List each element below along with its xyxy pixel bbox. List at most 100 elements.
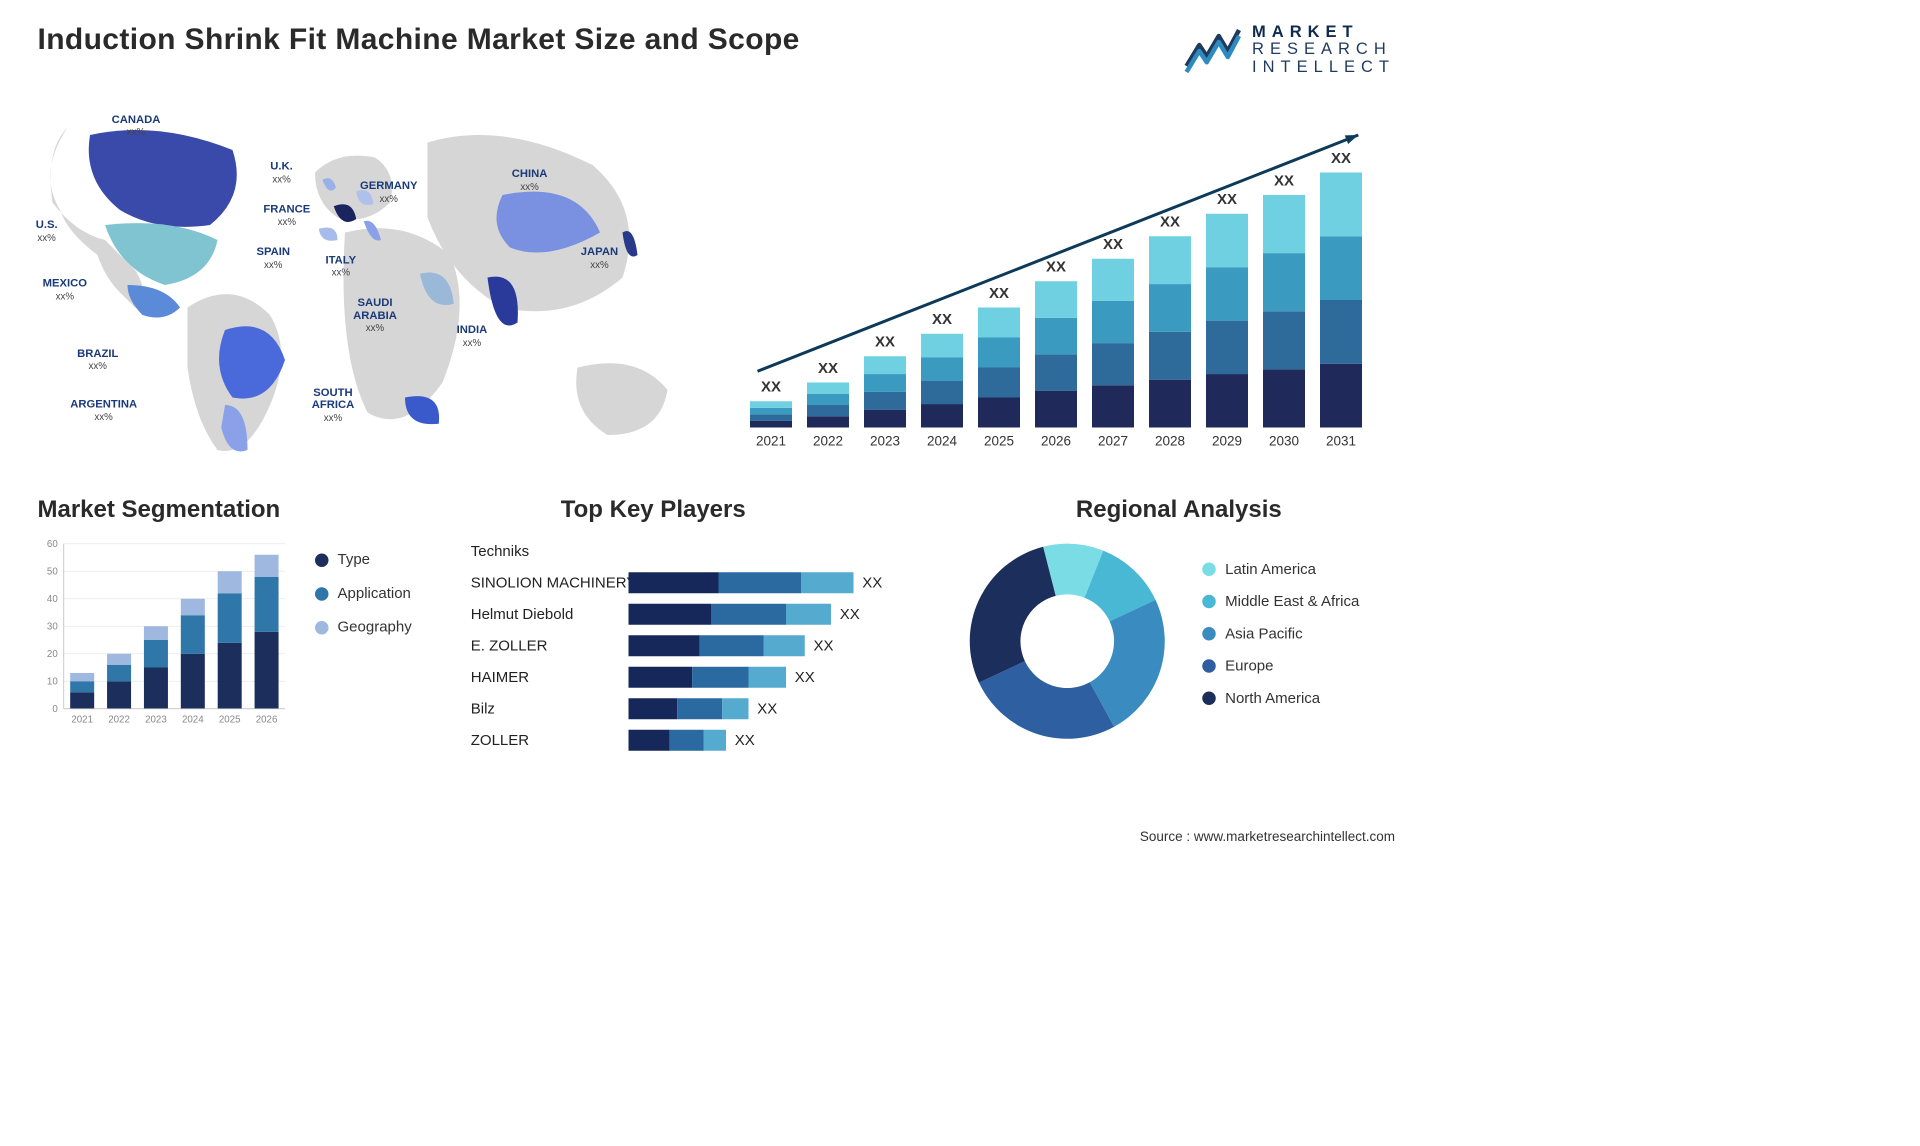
bigbar-value-2031: XX <box>1331 150 1351 167</box>
top-key-players-section: Top Key Players Techniks SINOLION MACHINE… <box>471 495 925 757</box>
svg-text:60: 60 <box>47 539 58 550</box>
map-label-u-k-: U.K.xx% <box>270 161 293 186</box>
player-value: XX <box>840 606 860 623</box>
svg-text:30: 30 <box>47 621 58 632</box>
player-name: Techniks <box>471 543 629 560</box>
map-label-france: FRANCExx% <box>263 203 310 228</box>
map-label-spain: SPAINxx% <box>257 246 291 271</box>
bigbar-year-2023: 2023 <box>870 434 900 450</box>
market-size-bar-chart: 2021202220232024202520262027202820292030… <box>735 83 1395 473</box>
player-bar: XX <box>628 635 925 656</box>
player-name: E. ZOLLER <box>471 637 629 654</box>
player-value: XX <box>862 574 882 591</box>
segmentation-chart: 0 10 20 30 40 50 60 2021 2022 2023 2024 2025 2026 <box>38 536 293 731</box>
bigbar-year-2031: 2031 <box>1326 434 1356 450</box>
segmentation-legend: Type Application Geography <box>315 536 412 652</box>
player-bar <box>628 541 925 562</box>
map-label-mexico: MEXICOxx% <box>43 278 87 303</box>
bigbar-value-2022: XX <box>818 360 838 377</box>
region-legend-latin-america: Latin America <box>1203 561 1360 578</box>
player-bar: XX <box>628 698 925 719</box>
map-label-germany: GERMANYxx% <box>360 180 418 205</box>
region-legend-asia-pacific: Asia Pacific <box>1203 625 1360 642</box>
svg-text:20: 20 <box>47 649 58 660</box>
logo-icon <box>1183 23 1243 76</box>
bigbar-value-2023: XX <box>875 334 895 351</box>
logo-text: MARKET RESEARCH INTELLECT <box>1252 23 1395 75</box>
svg-text:10: 10 <box>47 676 58 687</box>
player-row: HAIMER XX <box>471 662 925 692</box>
bigbar-value-2021: XX <box>761 379 781 396</box>
map-label-china: CHINAxx% <box>512 168 548 193</box>
bigbar-svg <box>735 83 1395 473</box>
player-row: BilzXX <box>471 694 925 724</box>
map-label-saudi-arabia: SAUDIARABIAxx% <box>353 297 397 334</box>
map-label-italy: ITALYxx% <box>326 254 357 279</box>
region-legend-middle-east-africa: Middle East & Africa <box>1203 593 1360 610</box>
player-row: SINOLION MACHINERY XX <box>471 568 925 598</box>
bigbar-year-2027: 2027 <box>1098 434 1128 450</box>
map-label-india: INDIAxx% <box>457 324 488 349</box>
bigbar-value-2030: XX <box>1274 173 1294 190</box>
bigbar-value-2029: XX <box>1217 191 1237 208</box>
regional-legend: Latin America Middle East & Africa Asia Pa… <box>1203 561 1360 722</box>
segmentation-title: Market Segmentation <box>38 495 434 523</box>
svg-text:2024: 2024 <box>182 714 204 725</box>
player-bar: XX <box>628 572 925 593</box>
bigbar-value-2027: XX <box>1103 236 1123 253</box>
player-value: XX <box>735 732 755 749</box>
map-label-japan: JAPANxx% <box>581 246 618 271</box>
bigbar-year-2022: 2022 <box>813 434 843 450</box>
svg-text:2022: 2022 <box>108 714 130 725</box>
seg-legend-type: Type <box>315 551 412 568</box>
map-label-argentina: ARGENTINAxx% <box>70 398 137 423</box>
player-value: XX <box>795 669 815 686</box>
region-legend-europe: Europe <box>1203 657 1360 674</box>
player-value: XX <box>757 700 777 717</box>
map-label-u-s-: U.S.xx% <box>36 219 58 244</box>
seg-legend-geography: Geography <box>315 619 412 636</box>
bigbar-year-2024: 2024 <box>927 434 957 450</box>
region-legend-north-america: North America <box>1203 690 1360 707</box>
svg-text:50: 50 <box>47 566 58 577</box>
player-name: SINOLION MACHINERY <box>471 574 629 591</box>
seg-legend-application: Application <box>315 585 412 602</box>
map-label-south-africa: SOUTHAFRICAxx% <box>312 387 355 424</box>
player-name: HAIMER <box>471 669 629 686</box>
brand-logo: MARKET RESEARCH INTELLECT <box>1183 23 1395 76</box>
bigbar-value-2028: XX <box>1160 214 1180 231</box>
bottom-row: Market Segmentation 0 10 20 30 40 50 60 2021 202… <box>0 473 1440 757</box>
player-row: Helmut DieboldXX <box>471 599 925 629</box>
bigbar-year-2029: 2029 <box>1212 434 1242 450</box>
player-bar: XX <box>628 604 925 625</box>
svg-text:2026: 2026 <box>256 714 278 725</box>
svg-text:40: 40 <box>47 594 58 605</box>
player-name: ZOLLER <box>471 732 629 749</box>
world-map: CANADAxx%U.S.xx%MEXICOxx%BRAZILxx%ARGENT… <box>15 83 705 473</box>
source-attribution: Source : www.marketresearchintellect.com <box>1140 829 1395 845</box>
header: Induction Shrink Fit Machine Market Size… <box>0 0 1440 83</box>
player-bar: XX <box>628 667 925 688</box>
bigbar-year-2028: 2028 <box>1155 434 1185 450</box>
bigbar-value-2024: XX <box>932 311 952 328</box>
svg-text:2021: 2021 <box>71 714 93 725</box>
player-row: ZOLLER XX <box>471 725 925 755</box>
players-list: TechniksSINOLION MACHINERYXXHelmut Diebo… <box>471 536 925 755</box>
svg-text:2023: 2023 <box>145 714 167 725</box>
bigbar-year-2021: 2021 <box>756 434 786 450</box>
players-title: Top Key Players <box>561 495 925 523</box>
page-title: Induction Shrink Fit Machine Market Size… <box>38 23 800 57</box>
main-row: CANADAxx%U.S.xx%MEXICOxx%BRAZILxx%ARGENT… <box>0 83 1440 473</box>
svg-text:2025: 2025 <box>219 714 241 725</box>
bigbar-value-2026: XX <box>1046 259 1066 276</box>
map-label-brazil: BRAZILxx% <box>77 348 118 373</box>
bigbar-year-2030: 2030 <box>1269 434 1299 450</box>
regional-analysis-section: Regional Analysis Latin AmericaMiddle Ea… <box>963 495 1395 757</box>
regional-donut-chart <box>963 536 1173 746</box>
bigbar-year-2026: 2026 <box>1041 434 1071 450</box>
player-value: XX <box>813 637 833 654</box>
bigbar-value-2025: XX <box>989 285 1009 302</box>
market-segmentation-section: Market Segmentation 0 10 20 30 40 50 60 2021 202… <box>38 495 434 757</box>
svg-text:0: 0 <box>52 704 58 715</box>
player-row: E. ZOLLER XX <box>471 631 925 661</box>
